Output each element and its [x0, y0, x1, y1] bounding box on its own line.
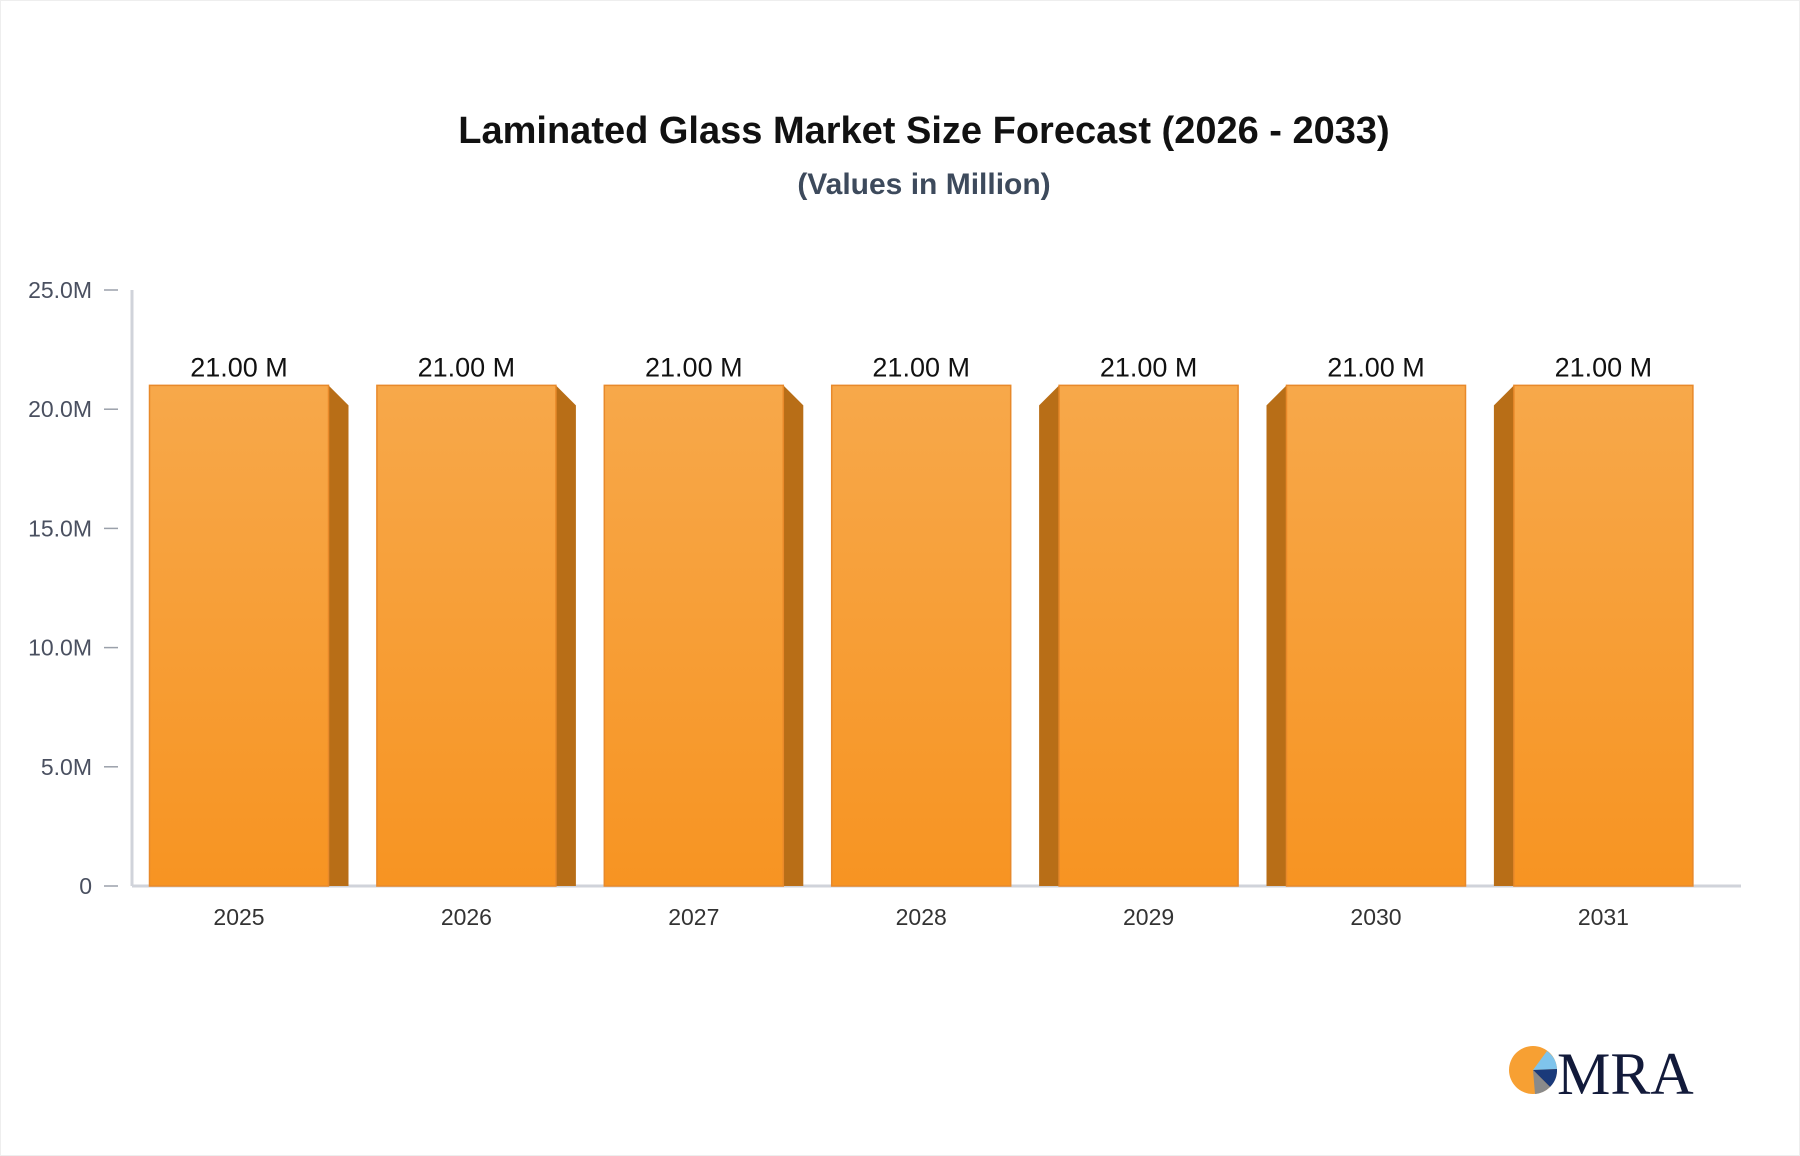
- bar-side: [328, 385, 349, 886]
- bar-group: 21.00 M 2027: [603, 352, 804, 930]
- x-tick-label: 2029: [1123, 904, 1174, 930]
- logo-text: MRA: [1557, 1041, 1694, 1100]
- bar: [1285, 384, 1467, 887]
- bar-side: [783, 385, 804, 886]
- bar: [148, 384, 330, 887]
- data-label: 21.00 M: [1100, 352, 1198, 382]
- bar-side: [1039, 385, 1060, 886]
- bar-group: 21.00 M 2026: [376, 352, 576, 930]
- chart-subtitle: (Values in Million): [797, 168, 1051, 201]
- y-tick-label: 25.0M: [28, 277, 92, 303]
- bar-group: 21.00 M 2030: [1266, 352, 1467, 930]
- data-label: 21.00 M: [1555, 352, 1653, 382]
- data-label: 21.00 M: [872, 352, 970, 382]
- y-tick-label: 20.0M: [28, 396, 92, 422]
- x-tick-label: 2031: [1578, 904, 1629, 930]
- x-tick-label: 2026: [441, 904, 492, 930]
- bar: [1513, 384, 1694, 887]
- bar-side: [555, 385, 576, 886]
- bar-group: 21.00 M 2031: [1493, 352, 1694, 930]
- y-tick-label: 5.0M: [41, 754, 92, 780]
- bar: [603, 384, 785, 887]
- bar: [1058, 384, 1239, 887]
- data-label: 21.00 M: [190, 352, 288, 382]
- y-tick-label: 0: [79, 873, 92, 899]
- data-label: 21.00 M: [1327, 352, 1425, 382]
- chart-title: Laminated Glass Market Size Forecast (20…: [458, 110, 1390, 152]
- x-tick-label: 2025: [213, 904, 264, 930]
- y-tick-label: 15.0M: [28, 515, 92, 541]
- mra-logo: MRA: [1509, 1041, 1694, 1100]
- data-label: 21.00 M: [645, 352, 743, 382]
- bar-group: 21.00 M 2029: [1039, 352, 1239, 930]
- x-tick-label: 2030: [1350, 904, 1401, 930]
- bar-group: 21.00 M 2025: [148, 352, 349, 930]
- bar: [830, 384, 1012, 887]
- x-tick-label: 2027: [668, 904, 719, 930]
- y-tick-label: 10.0M: [28, 635, 92, 661]
- data-label: 21.00 M: [418, 352, 516, 382]
- bar-group: 21.00 M 2028: [830, 352, 1012, 930]
- bar-side: [1493, 385, 1514, 886]
- bar-side: [1266, 385, 1287, 886]
- x-tick-label: 2028: [896, 904, 947, 930]
- bar: [376, 384, 557, 887]
